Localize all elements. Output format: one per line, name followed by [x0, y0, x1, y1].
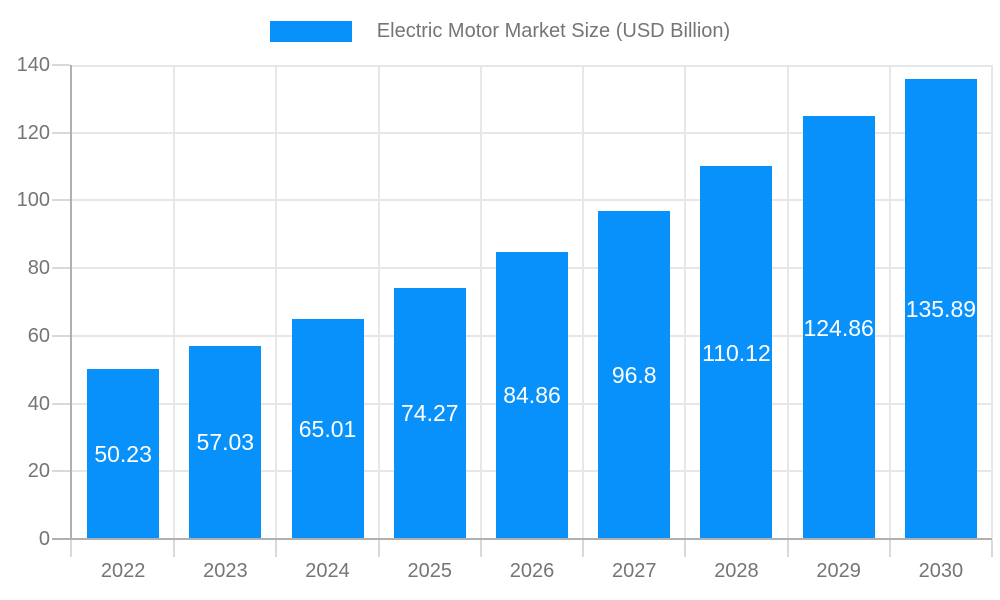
- x-tick-mark: [888, 540, 891, 557]
- y-tick-label: 60: [27, 324, 50, 347]
- y-tick-mark: [52, 402, 70, 405]
- x-tick-mark: [684, 540, 687, 557]
- y-tick-mark: [52, 470, 70, 473]
- chart-legend: Electric Motor Market Size (USD Billion): [0, 19, 1000, 43]
- bar: 96.8: [598, 211, 671, 539]
- x-tick-mark: [479, 540, 482, 557]
- x-tick-mark: [275, 540, 278, 557]
- x-tick-label: 2028: [714, 560, 759, 582]
- bar-value-label: 96.8: [611, 362, 657, 389]
- bar: 74.27: [393, 287, 466, 539]
- y-tick-mark: [52, 64, 70, 66]
- bar-value-label: 65.01: [298, 415, 357, 442]
- grid-line-vertical: [582, 65, 585, 539]
- grid-line-vertical: [991, 65, 993, 539]
- x-tick-label: 2023: [203, 560, 248, 582]
- x-tick-label: 2030: [918, 560, 964, 582]
- y-tick-mark: [52, 131, 70, 134]
- y-tick-label: 40: [27, 392, 50, 415]
- y-tick-label: 20: [27, 460, 50, 483]
- y-tick-mark: [52, 334, 70, 337]
- plot-area: 50.23 57.03 65.01 74.27 84.86 96.8 110.12 124.8…: [72, 65, 993, 539]
- y-tick-label: 0: [38, 528, 50, 550]
- y-tick-mark: [52, 538, 70, 540]
- y-tick-label: 140: [16, 54, 50, 76]
- grid-line-vertical: [888, 65, 891, 539]
- x-tick-mark: [377, 540, 380, 557]
- grid-line-vertical: [479, 65, 482, 539]
- bar: 124.86: [802, 116, 875, 539]
- grid-line-horizontal: [72, 131, 992, 134]
- x-tick-mark: [786, 540, 789, 557]
- x-tick-label: 2029: [816, 560, 861, 582]
- bar-value-label: 124.86: [803, 314, 874, 341]
- bar: 65.01: [291, 318, 364, 539]
- x-tick-mark: [582, 540, 585, 557]
- legend-label: Electric Motor Market Size (USD Billion): [376, 20, 731, 42]
- x-tick-label: 2024: [305, 560, 350, 582]
- x-tick-label: 2026: [509, 560, 555, 582]
- bar-value-label: 50.23: [94, 440, 152, 467]
- y-tick-mark: [52, 199, 70, 202]
- grid-line-horizontal: [72, 199, 992, 202]
- bar-value-label: 74.27: [400, 400, 459, 427]
- x-tick-mark: [70, 540, 72, 557]
- y-tick-label: 120: [16, 121, 50, 144]
- grid-line-vertical: [173, 65, 176, 539]
- bar-value-label: 110.12: [702, 339, 771, 366]
- bar: 50.23: [87, 368, 160, 539]
- y-axis-line: [70, 65, 72, 539]
- x-tick-label: 2022: [100, 560, 146, 582]
- bar: 135.89: [904, 78, 977, 539]
- x-axis-line: [70, 538, 992, 540]
- bar: 84.86: [496, 251, 568, 539]
- x-tick-label: 2027: [611, 560, 657, 582]
- grid-line-vertical: [684, 65, 687, 539]
- grid-line-vertical: [786, 65, 789, 539]
- y-tick-mark: [52, 267, 70, 270]
- grid-line-horizontal: [72, 65, 992, 67]
- grid-line-vertical: [275, 65, 278, 539]
- bar-value-label: 135.89: [905, 295, 977, 322]
- bar: 110.12: [700, 166, 773, 539]
- legend-swatch: [269, 20, 352, 42]
- y-tick-label: 100: [16, 189, 50, 212]
- x-tick-mark: [173, 540, 176, 557]
- bar-value-label: 84.86: [503, 382, 561, 409]
- x-tick-label: 2025: [407, 560, 453, 582]
- x-tick-mark: [991, 540, 993, 557]
- bar: 57.03: [189, 345, 262, 539]
- grid-line-vertical: [377, 65, 380, 539]
- bar-value-label: 57.03: [196, 429, 255, 456]
- y-tick-label: 80: [27, 257, 50, 280]
